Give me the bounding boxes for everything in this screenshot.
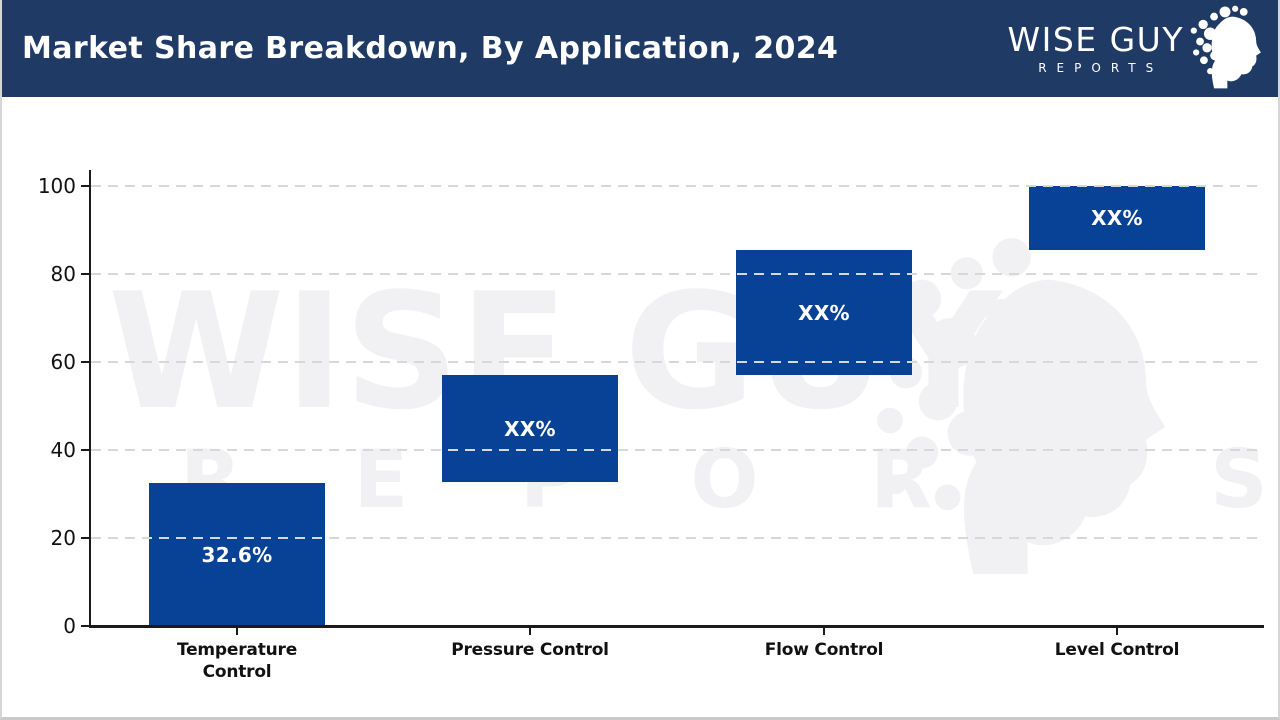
category-label-1: Pressure Control	[451, 640, 609, 660]
gridline-100	[91, 185, 1264, 187]
y-tick-20	[81, 537, 89, 539]
bar-value-label: 32.6%	[201, 542, 273, 567]
category-label-0: Temperature Control	[176, 640, 298, 682]
category-label-3: Level Control	[1054, 640, 1180, 660]
logo-brand-sub: REPORTS	[1038, 61, 1164, 75]
bar-value-label: XX%	[504, 416, 556, 441]
gridline-60	[91, 361, 1264, 363]
x-tick-0	[236, 628, 238, 635]
bar-level-control: XX%	[1029, 186, 1205, 250]
y-tick-label-100: 100	[37, 174, 76, 198]
bar-value-label: XX%	[798, 300, 850, 325]
gridline-20	[91, 537, 1264, 539]
y-tick-label-40: 40	[50, 438, 76, 462]
y-tick-label-60: 60	[50, 350, 76, 374]
bar-temperature-control: 32.6%	[149, 483, 325, 626]
gridline-40	[91, 449, 1264, 451]
wiseguy-head-icon	[1186, 4, 1264, 94]
logo-brand-name: WISE GUY	[1007, 20, 1184, 59]
category-label-2: Flow Control	[764, 640, 884, 660]
y-tick-label-0: 0	[63, 614, 76, 638]
gridline-80	[91, 273, 1264, 275]
y-tick-80	[81, 273, 89, 275]
y-tick-40	[81, 449, 89, 451]
y-axis	[89, 170, 91, 628]
bar-pressure-control: XX%	[442, 375, 618, 482]
wiseguy-logo-text: WISE GUY REPORTS	[1007, 23, 1184, 74]
x-axis	[89, 625, 1264, 628]
wiseguy-logo: WISE GUY REPORTS	[1007, 4, 1264, 94]
header-bar: Market Share Breakdown, By Application, …	[2, 0, 1278, 97]
bar-flow-control: XX%	[736, 250, 912, 375]
y-tick-label-20: 20	[50, 526, 76, 550]
x-tick-2	[823, 628, 825, 635]
page-title: Market Share Breakdown, By Application, …	[22, 31, 839, 66]
x-tick-3	[1116, 628, 1118, 635]
bar-value-label: XX%	[1091, 206, 1143, 230]
y-tick-label-80: 80	[50, 262, 76, 286]
y-tick-60	[81, 361, 89, 363]
x-tick-1	[529, 628, 531, 635]
y-tick-0	[81, 625, 89, 627]
y-tick-100	[81, 185, 89, 187]
